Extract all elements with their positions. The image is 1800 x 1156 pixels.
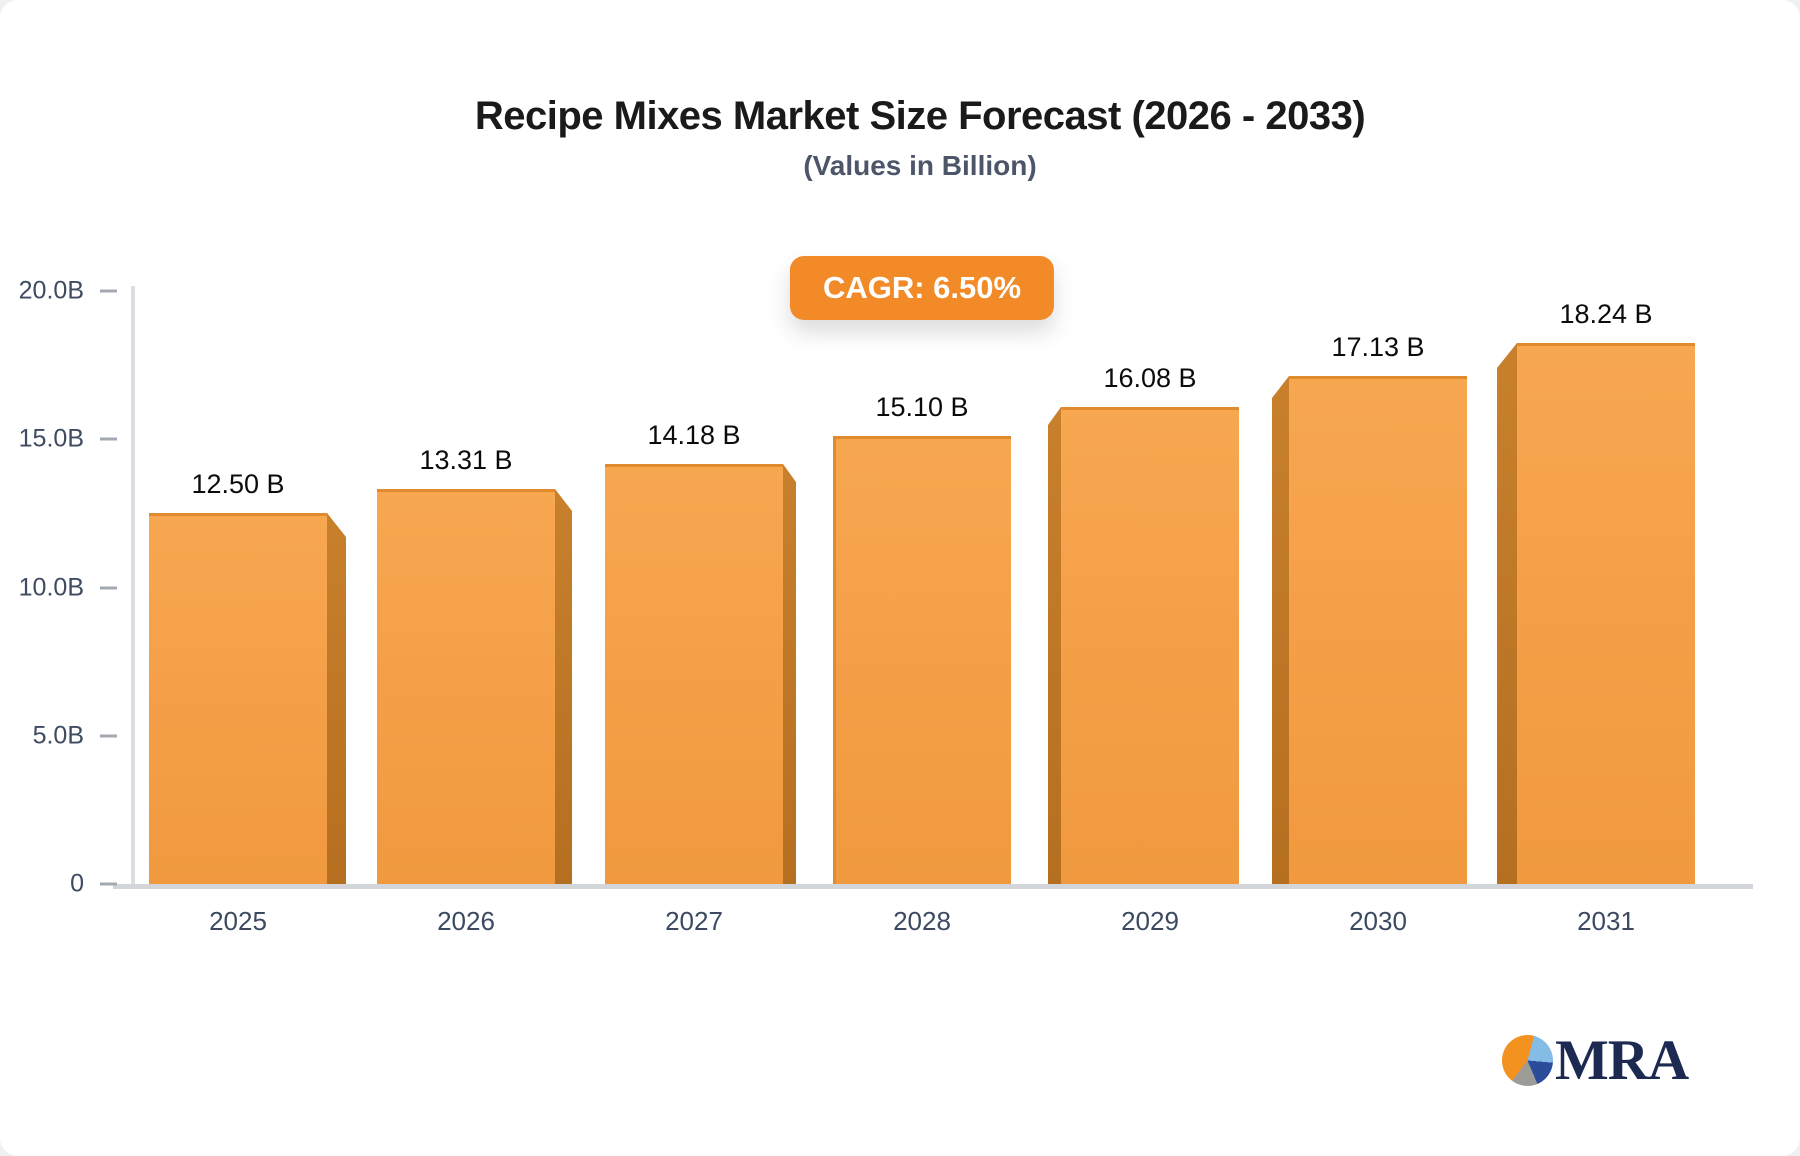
bar-value-label: 18.24 B xyxy=(1559,299,1653,329)
y-tick-mark xyxy=(100,289,117,293)
bar-3d-side xyxy=(555,489,572,884)
bar-2031 xyxy=(1517,343,1695,884)
x-tick-label-2026: 2026 xyxy=(437,906,495,936)
chart-subtitle: (Values in Billion) xyxy=(803,150,1037,181)
x-tick-label-2030: 2030 xyxy=(1349,906,1407,936)
y-tick-mark xyxy=(100,586,117,589)
bar-value-label: 15.10 B xyxy=(875,392,969,422)
y-tick-label: 0 xyxy=(70,869,84,898)
x-tick-label-2027: 2027 xyxy=(665,906,723,936)
x-tick-label-2029: 2029 xyxy=(1121,906,1179,936)
bar-2027 xyxy=(605,464,783,884)
x-tick-label-2025: 2025 xyxy=(209,906,267,936)
y-tick-mark xyxy=(100,734,117,738)
bar-2028 xyxy=(833,436,1011,884)
brand-logo: MRA xyxy=(1502,1029,1689,1092)
cagr-badge: CAGR: 6.50% xyxy=(789,256,1055,320)
y-tick-mark xyxy=(100,882,117,886)
bar-3d-side xyxy=(1497,343,1517,884)
y-tick-label: 5.0B xyxy=(32,721,84,750)
y-tick-label: 10.0B xyxy=(18,573,84,601)
y-tick-label: 15.0B xyxy=(18,424,84,453)
bar-2029 xyxy=(1061,407,1239,884)
bar-value-label: 16.08 B xyxy=(1103,363,1197,393)
bar-2030 xyxy=(1289,376,1467,884)
bar-3d-side xyxy=(1272,376,1289,884)
bar-value-label: 12.50 B xyxy=(191,469,285,499)
y-axis-line xyxy=(131,286,135,889)
bar-value-label: 17.13 B xyxy=(1331,332,1425,362)
bar-value-label: 13.31 B xyxy=(419,445,513,475)
pie-chart-icon xyxy=(1502,1035,1553,1086)
bar-3d-side xyxy=(783,464,796,884)
brand-logo-text: MRA xyxy=(1555,1029,1689,1092)
bar-2025 xyxy=(149,513,327,884)
x-tick-label-2028: 2028 xyxy=(893,906,951,936)
bar-2026 xyxy=(377,489,555,884)
y-tick-mark xyxy=(100,437,117,441)
bar-3d-side xyxy=(327,513,346,884)
chart-title: Recipe Mixes Market Size Forecast (2026 … xyxy=(474,94,1366,138)
bar-3d-side xyxy=(1048,407,1061,884)
y-tick-label: 20.0B xyxy=(18,276,84,305)
x-axis-line xyxy=(113,884,1753,889)
bar-value-label: 14.18 B xyxy=(647,420,741,450)
x-tick-label-2031: 2031 xyxy=(1577,906,1635,936)
